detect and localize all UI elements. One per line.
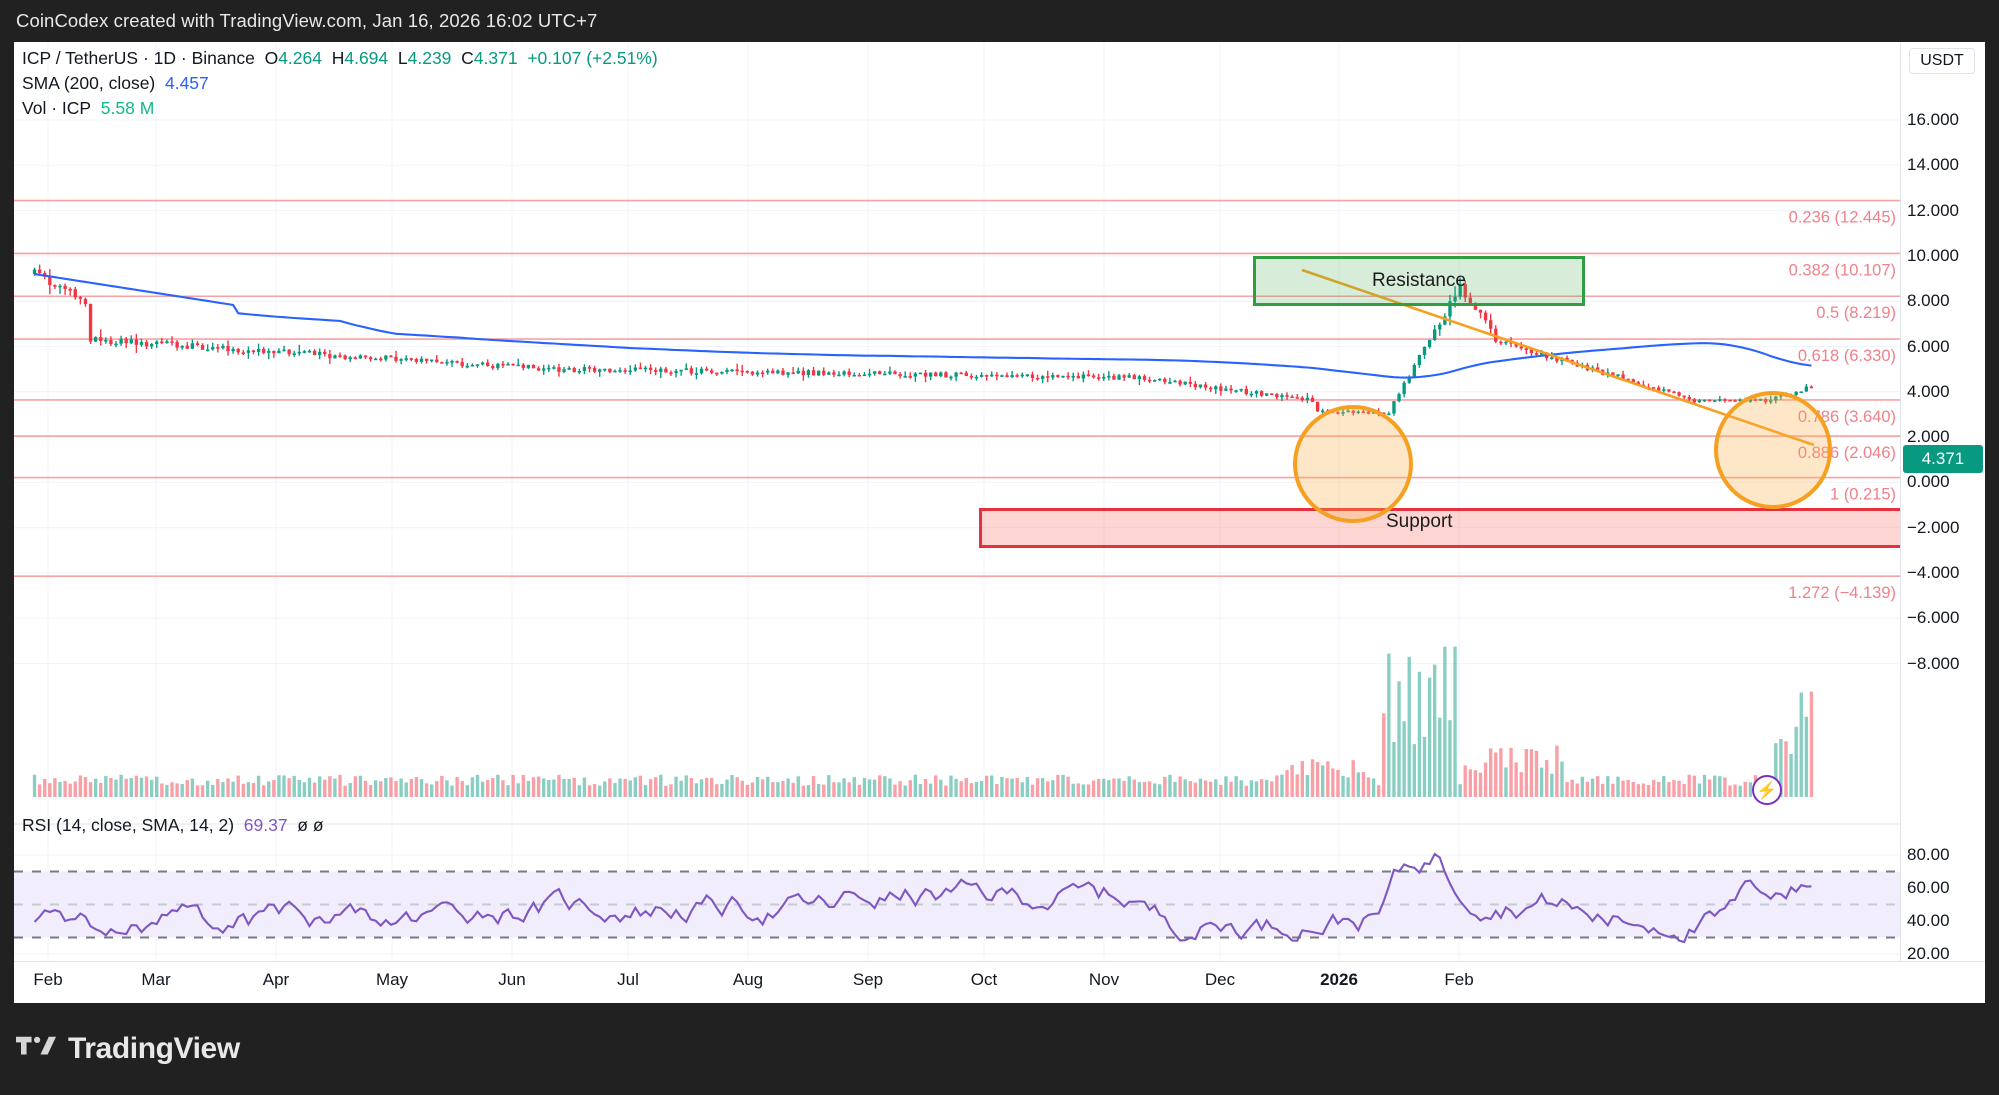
resistance-zone[interactable]: Resistance	[1253, 256, 1585, 306]
rsi-legend-row[interactable]: RSI (14, close, SMA, 14, 2) 69.37 ø ø	[22, 813, 324, 838]
price-tick-3: 10.000	[1907, 245, 1959, 265]
highlight-ellipse-october[interactable]	[1293, 405, 1413, 523]
caption-bar: CoinCodex created with TradingView.com, …	[0, 0, 1999, 42]
legend-symbol-row[interactable]: ICP / TetherUS · 1D · Binance O4.264 H4.…	[22, 48, 658, 68]
legend-sma-title: SMA (200, close)	[22, 73, 156, 93]
rsi-legend[interactable]: RSI (14, close, SMA, 14, 2) 69.37 ø ø	[22, 813, 324, 838]
resistance-label: Resistance	[1372, 270, 1466, 291]
legend-exchange[interactable]: Binance	[191, 48, 255, 68]
tradingview-logo-icon	[16, 1036, 56, 1055]
footer-bar: TradingView	[0, 1003, 1999, 1095]
price-unit-chip[interactable]: USDT	[1909, 48, 1975, 74]
tradingview-brand-text: TradingView	[68, 1032, 240, 1065]
price-tick-2: 12.000	[1907, 200, 1959, 220]
price-tick-12: −8.000	[1907, 653, 1960, 673]
legend-symbol[interactable]: ICP / TetherUS	[22, 48, 139, 68]
legend-volume-title: Vol · ICP	[22, 98, 92, 118]
fib-label-6: 1 (0.215)	[1830, 486, 1896, 504]
price-tick-0: 16.000	[1907, 110, 1959, 129]
ohlc-change: +0.107 (+2.51%)	[527, 48, 658, 68]
highlight-ellipse-current[interactable]	[1714, 391, 1832, 509]
price-tick-6: 4.000	[1907, 381, 1950, 401]
plot-svg: 0.236 (12.445) 0.382 (10.107) 0.5 (8.219) 0…	[14, 42, 1900, 961]
tradingview-logo[interactable]: TradingView	[16, 1032, 240, 1066]
support-label: Support	[1386, 511, 1453, 532]
legend-sma-value: 4.457	[164, 73, 209, 93]
time-label-sep: Sep	[852, 970, 884, 989]
fib-label-7: 1.272 (−4.139)	[1788, 584, 1896, 602]
price-tick-1: 14.000	[1907, 155, 1959, 175]
ohlc-open-value: 4.264	[278, 48, 322, 68]
fib-label-2: 0.5 (8.219)	[1816, 304, 1896, 322]
time-label-feb: Feb	[33, 970, 63, 989]
legend-volume-row[interactable]: Vol · ICP 5.58 M	[22, 96, 658, 121]
ohlc-open-label: O	[264, 48, 279, 68]
rsi-tick-0: 80.00	[1907, 845, 1950, 864]
price-tick-8: 0.000	[1907, 472, 1950, 492]
price-tick-5: 6.000	[1907, 336, 1950, 356]
rsi-line	[33, 852, 1812, 944]
time-label-apr: Apr	[262, 970, 290, 989]
fib-label-1: 0.382 (10.107)	[1789, 261, 1896, 279]
time-label-nov: Nov	[1088, 970, 1120, 989]
ohlc-high-value: 4.694	[344, 48, 389, 68]
rsi-extra-1: ø	[297, 815, 308, 835]
rsi-extra-2: ø	[312, 815, 324, 835]
price-tick-4: 8.000	[1907, 291, 1950, 311]
price-tick-9: −2.000	[1907, 517, 1960, 537]
price-scale[interactable]: USDT 16.000 14.000 12.000 10.000 8.000 6.000 4…	[1900, 42, 1985, 1003]
rsi-tick-1: 60.00	[1907, 878, 1950, 897]
sma-200-line	[34, 272, 1812, 379]
lightning-bolt-icon[interactable]: ⚡	[1752, 775, 1782, 805]
caption-text: CoinCodex created with TradingView.com, …	[16, 10, 598, 31]
current-price-tag: 4.371	[1903, 445, 1983, 473]
fib-label-3: 0.618 (6.330)	[1798, 347, 1896, 365]
time-label-aug: Aug	[732, 970, 764, 989]
time-label-may: May	[375, 970, 409, 989]
rsi-tick-3: 20.00	[1907, 944, 1950, 963]
support-zone[interactable]	[979, 508, 1904, 548]
rsi-tick-2: 40.00	[1907, 911, 1950, 930]
ohlc-low-label: L	[397, 48, 408, 68]
time-label-jul: Jul	[617, 970, 639, 989]
price-tick-7: 2.000	[1907, 427, 1950, 447]
legend-interval[interactable]: 1D	[153, 48, 177, 68]
time-axis[interactable]: Feb Mar Apr May Jun Jul Aug Sep Oct Nov Dec 2026 Feb	[14, 961, 1985, 1003]
legend-sma-row[interactable]: SMA (200, close) 4.457	[22, 71, 658, 96]
rsi-title: RSI (14, close, SMA, 14, 2)	[22, 815, 235, 835]
time-label-2026: 2026	[1320, 970, 1358, 989]
time-label-feb: Feb	[1444, 970, 1474, 989]
ohlc-low-value: 4.239	[407, 48, 452, 68]
ohlc-close-label: C	[461, 48, 474, 68]
rsi-value: 69.37	[243, 815, 288, 835]
time-label-oct: Oct	[970, 970, 998, 989]
price-tick-11: −6.000	[1907, 608, 1960, 628]
legend-volume-value: 5.58 M	[100, 98, 155, 118]
plot-area[interactable]: 0.236 (12.445) 0.382 (10.107) 0.5 (8.219) 0…	[14, 42, 1900, 961]
time-label-mar: Mar	[141, 970, 171, 989]
chart-legend: ICP / TetherUS · 1D · Binance O4.264 H4.…	[22, 46, 658, 121]
fib-label-0: 0.236 (12.445)	[1789, 209, 1896, 227]
ohlc-high-label: H	[331, 48, 345, 68]
time-label-jun: Jun	[498, 970, 526, 989]
time-label-dec: Dec	[1204, 970, 1236, 989]
chart-canvas: 0.236 (12.445) 0.382 (10.107) 0.5 (8.219) 0…	[14, 42, 1985, 1003]
ohlc-close-value: 4.371	[473, 48, 518, 68]
price-tick-10: −4.000	[1907, 563, 1960, 582]
